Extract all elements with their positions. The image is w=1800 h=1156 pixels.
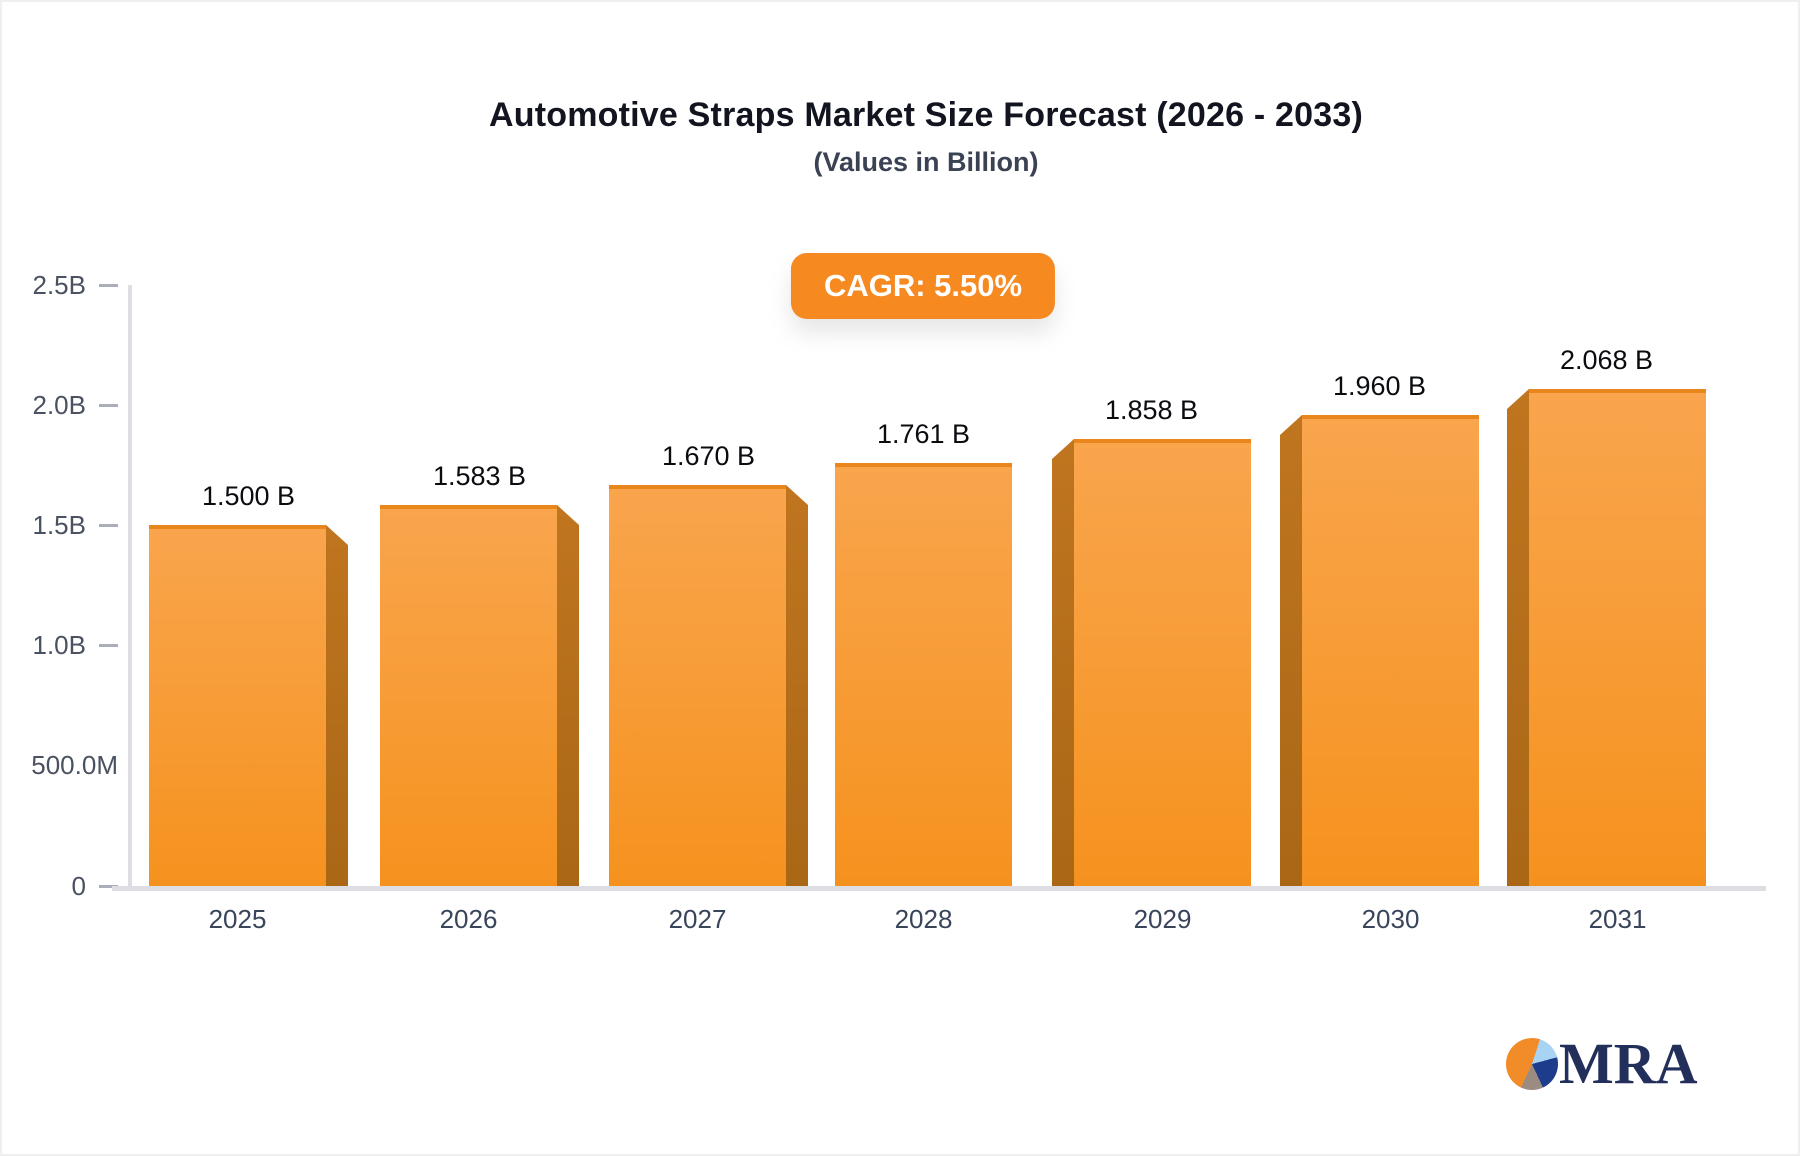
bar-face [1529,389,1706,890]
x-axis-label: 2025 [208,904,267,934]
y-tick-label: 0 [71,870,86,901]
x-axis-label: 2031 [1588,904,1647,934]
bar-face [1302,415,1479,890]
y-axis-line [128,285,132,888]
y-tick-label: 2.0B [32,389,87,420]
y-tick-label: 1.5B [32,509,87,540]
cagr-badge: CAGR: 5.50% [790,253,1056,319]
bar-value-label: 1.500 B [201,481,296,511]
y-tick-row: 1.0B [0,630,118,661]
bar-side [557,505,579,890]
y-tick-row: 2.0B [0,389,118,420]
chart-subtitle: (Values in Billion) [813,147,1039,177]
x-axis-label: 2029 [1133,904,1192,934]
bar-value-label: 1.583 B [432,461,527,491]
bar-side [1052,439,1074,890]
x-axis-label: 2028 [894,904,953,934]
bar-face [609,485,786,890]
y-tick-dash [99,644,118,648]
brand-logo: MRA [1506,1031,1698,1096]
x-axis-label: 2027 [668,904,727,934]
y-tick-label: 2.5B [32,269,87,300]
y-tick-label: 1.0B [32,630,87,661]
y-tick-row: 2.5B [0,269,118,300]
x-axis-label: 2030 [1361,904,1420,934]
bar-value-label: 2.068 B [1559,345,1654,375]
bar-value-label: 1.858 B [1104,395,1199,425]
y-tick-dash [99,403,118,407]
y-tick-dash [99,283,118,287]
y-tick-row: 1.5B [0,509,118,540]
bar-face [380,505,557,890]
brand-logo-text: MRA [1559,1031,1698,1096]
x-axis-label: 2026 [439,904,498,934]
bar-side [1507,389,1529,890]
bar-value-label: 1.670 B [661,441,756,471]
bar-side [326,525,348,890]
pie-chart-icon [1506,1038,1558,1090]
bar-face [1074,439,1251,890]
bar-side [1280,415,1302,890]
y-tick-dash [99,884,118,888]
y-tick-label: 500.0M [31,750,118,781]
y-tick-row: 500.0M [0,750,118,781]
bar-value-label: 1.960 B [1332,371,1427,401]
y-tick-row: 0 [0,870,118,901]
chart-title: Automotive Straps Market Size Forecast (… [489,96,1363,134]
bar-side [786,485,808,890]
bar-face [149,525,326,890]
x-axis-line [112,886,1766,891]
bar-face [835,463,1012,890]
bar-value-label: 1.761 B [876,419,971,449]
y-tick-dash [99,523,118,527]
